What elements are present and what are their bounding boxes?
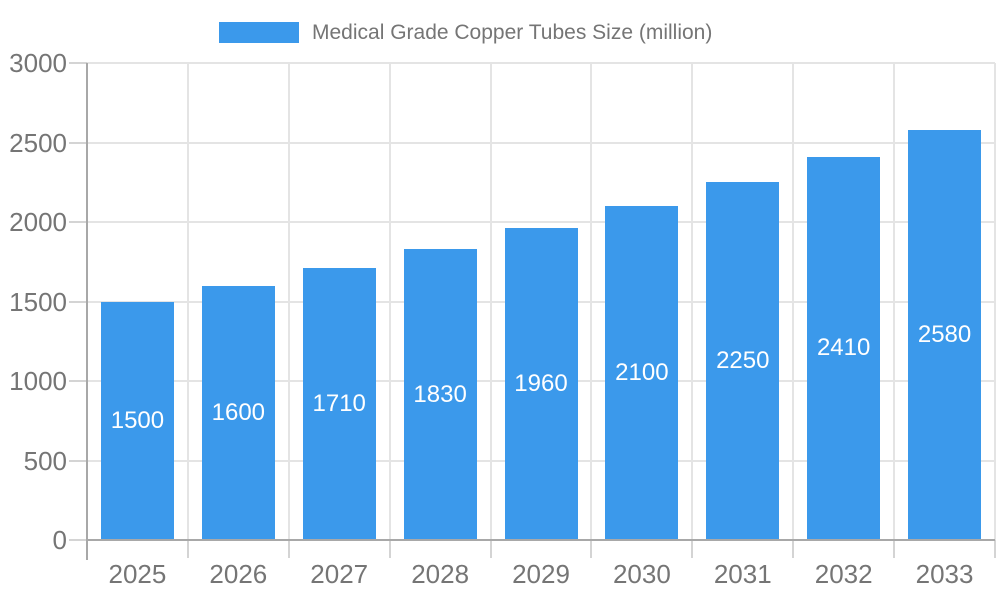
gridline-vertical <box>691 63 694 540</box>
bar[interactable] <box>908 129 982 540</box>
x-axis-tick <box>590 540 593 558</box>
y-tick-label: 2500 <box>9 127 67 158</box>
gridline-vertical <box>792 63 795 540</box>
y-axis-tick <box>69 539 87 541</box>
x-tick-label: 2032 <box>814 559 873 589</box>
bar-value-label: 1600 <box>211 398 266 426</box>
gridline-vertical <box>590 63 593 540</box>
y-tick-label: 2000 <box>9 207 67 237</box>
y-axis-tick <box>69 221 87 223</box>
y-axis-tick <box>69 141 87 144</box>
y-tick-label: 0 <box>52 525 67 555</box>
gridline-vertical <box>186 63 189 540</box>
x-tick-label: 2029 <box>512 559 570 589</box>
x-tick-label: 2030 <box>612 559 671 589</box>
x-axis-tick <box>388 540 391 558</box>
bar[interactable] <box>807 156 881 540</box>
gridline-vertical <box>287 63 290 540</box>
y-tick-label: 3000 <box>9 48 67 78</box>
legend-swatch[interactable] <box>219 22 299 43</box>
bar-value-label: 1500 <box>110 406 165 434</box>
x-axis-tick <box>893 540 896 558</box>
gridline-vertical <box>388 63 391 540</box>
y-axis-tick <box>69 300 87 303</box>
x-tick-label: 2025 <box>108 559 167 589</box>
x-axis-tick <box>691 540 694 558</box>
x-axis-tick <box>287 540 290 558</box>
bar-value-label: 2250 <box>716 347 770 375</box>
gridline-horizontal <box>87 62 995 64</box>
gridline-horizontal <box>87 141 995 144</box>
x-tick-label: 2026 <box>209 559 268 589</box>
x-axis-tick <box>994 540 996 558</box>
x-axis-line <box>86 539 995 541</box>
bar-value-label: 1830 <box>413 380 467 408</box>
bar-value-label: 1960 <box>514 370 568 398</box>
bar[interactable] <box>201 285 275 540</box>
y-axis-line <box>86 63 88 560</box>
bar-value-label: 1710 <box>312 390 366 418</box>
gridline-vertical <box>994 63 996 540</box>
bar[interactable] <box>100 301 174 540</box>
x-axis-tick <box>186 540 189 558</box>
y-tick-label: 1000 <box>9 366 67 396</box>
bar[interactable] <box>302 268 376 540</box>
bar-value-label: 2410 <box>816 334 871 362</box>
gridline-horizontal <box>87 221 995 223</box>
gridline-vertical <box>489 63 492 540</box>
legend-label[interactable]: Medical Grade Copper Tubes Size (million… <box>312 21 713 44</box>
bar[interactable] <box>403 249 477 540</box>
bar[interactable] <box>605 206 679 540</box>
y-tick-label: 1500 <box>9 286 67 317</box>
x-tick-label: 2033 <box>915 559 974 589</box>
gridline-vertical <box>893 63 896 540</box>
x-tick-label: 2027 <box>310 559 369 589</box>
bar[interactable] <box>504 228 578 540</box>
x-tick-label: 2028 <box>411 559 470 589</box>
y-tick-label: 500 <box>23 445 67 476</box>
x-axis-tick <box>489 540 492 558</box>
x-axis-tick <box>792 540 795 558</box>
bar-value-label: 2580 <box>917 320 972 348</box>
y-axis-tick <box>69 459 87 462</box>
bar-value-label: 2100 <box>615 359 669 387</box>
x-tick-label: 2031 <box>713 559 772 589</box>
y-axis-tick <box>69 62 87 64</box>
bar[interactable] <box>706 182 780 540</box>
y-axis-tick <box>69 380 87 382</box>
